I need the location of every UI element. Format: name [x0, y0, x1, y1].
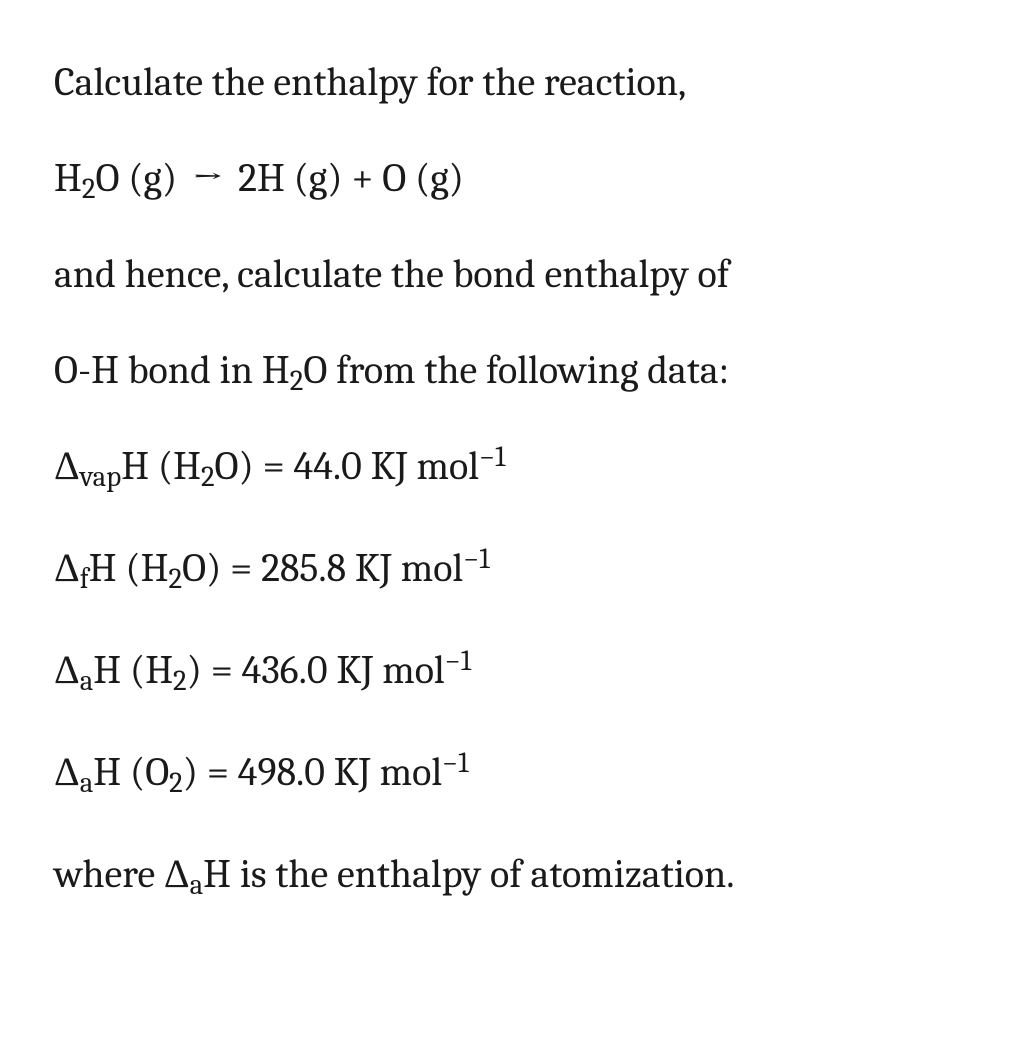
lhs-tail: O (g)	[95, 155, 177, 201]
delta-symbol: Δ	[164, 851, 190, 897]
eq4-sub: 2	[169, 767, 183, 800]
footer-suf: is the enthalpy of atomization.	[231, 851, 735, 897]
continuation-line-2: O-H bond in H2O from the following data:	[54, 336, 970, 404]
data-a-o2: ΔaH (O2) = 498.0 KJ mol−1	[54, 738, 970, 806]
delta-symbol: Δ	[54, 647, 80, 693]
l4-pre: O-H bond in H	[54, 347, 290, 393]
delta-sub-vap: vap	[80, 461, 121, 494]
delta-sub-a: a	[80, 665, 94, 698]
eq4-h: H (O	[93, 749, 169, 795]
eq3-exp: −1	[445, 645, 471, 678]
delta-sub-a: a	[80, 767, 94, 800]
l4-sub: 2	[290, 365, 304, 398]
footer-H: H	[203, 851, 231, 897]
intro-line: Calculate the enthalpy for the reaction,	[54, 48, 970, 116]
eq3-sub: 2	[173, 665, 187, 698]
delta-sub-a: a	[190, 869, 204, 902]
eq3-mid: ) = 436.0 KJ mol	[187, 647, 445, 693]
problem-page: Calculate the enthalpy for the reaction,…	[0, 0, 1024, 1055]
continuation-line-1: and hence, calculate the bond enthalpy o…	[54, 240, 970, 308]
reaction-arrow: →	[186, 144, 229, 212]
lhs-sub: 2	[82, 173, 96, 206]
eq2-exp: −1	[463, 543, 489, 576]
delta-sub-f: f	[80, 563, 89, 596]
rhs: 2H (g) + O (g)	[238, 155, 464, 201]
data-f-h2o: ΔfH (H2O) = 285.8 KJ mol−1	[54, 534, 970, 602]
eq1-exp: −1	[479, 441, 505, 474]
eq4-exp: −1	[442, 747, 468, 780]
delta-symbol: Δ	[54, 749, 80, 795]
l4-post: O from the following data:	[303, 347, 729, 393]
data-vap-h2o: ΔvapH (H2O) = 44.0 KJ mol−1	[54, 432, 970, 500]
eq1-h: H (H	[121, 443, 201, 489]
eq1-mid: O) = 44.0 KJ mol	[215, 443, 480, 489]
eq4-mid: ) = 498.0 KJ mol	[183, 749, 442, 795]
eq1-sub: 2	[201, 461, 215, 494]
delta-symbol: Δ	[54, 545, 80, 591]
lhs-species: H	[54, 155, 82, 201]
data-a-h2: ΔaH (H2) = 436.0 KJ mol−1	[54, 636, 970, 704]
footer-pre: where	[54, 851, 164, 897]
delta-symbol: Δ	[54, 443, 80, 489]
eq2-mid: O) = 285.8 KJ mol	[182, 545, 463, 591]
footer-line: where ΔaH is the enthalpy of atomization…	[54, 840, 970, 908]
eq2-sub: 2	[169, 563, 183, 596]
eq2-h: H (H	[89, 545, 169, 591]
eq3-h: H (H	[93, 647, 173, 693]
reaction-equation: H2O (g) → 2H (g) + O (g)	[54, 144, 970, 212]
